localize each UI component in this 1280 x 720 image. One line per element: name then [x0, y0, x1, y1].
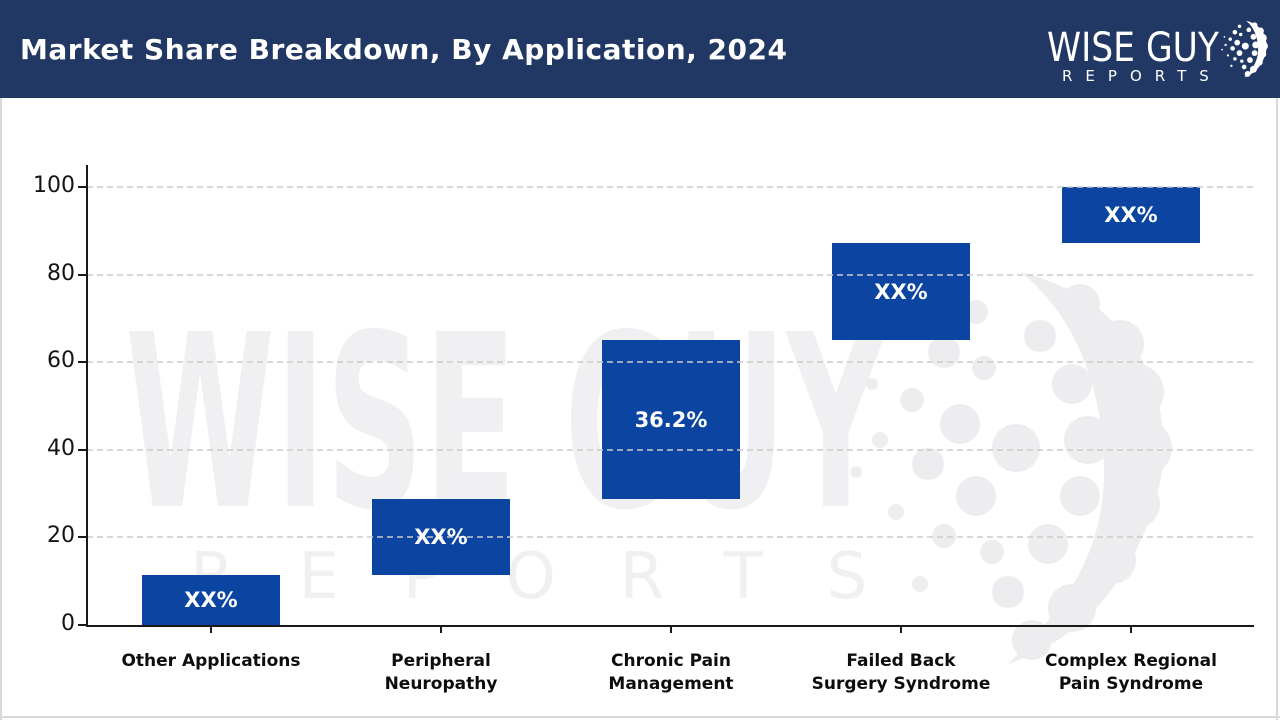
y-tick-label: 40	[47, 435, 75, 461]
y-tick-label: 100	[33, 173, 75, 198]
bar-segment	[602, 340, 740, 499]
y-axis	[86, 165, 88, 627]
x-axis	[86, 625, 1254, 627]
y-tick-label: 60	[47, 348, 75, 374]
x-axis-tick	[440, 625, 442, 633]
header-bar: Market Share Breakdown, By Application, …	[0, 0, 1280, 98]
category-label: Peripheral Neuropathy	[326, 650, 556, 696]
panel-border-right	[1276, 98, 1278, 720]
gridline	[87, 361, 1253, 364]
bar-segment	[1062, 187, 1200, 244]
y-axis-tick	[78, 186, 86, 188]
bar-value-label: XX%	[874, 279, 928, 304]
gridline	[87, 273, 1253, 276]
y-tick-label: 20	[47, 523, 75, 549]
category-label: Other Applications	[96, 650, 326, 673]
panel-border-bottom	[0, 716, 1280, 718]
bar-value-label: XX%	[184, 588, 238, 613]
panel-border-left	[0, 98, 2, 720]
page-title: Market Share Breakdown, By Application, …	[20, 32, 788, 66]
y-tick-label: 80	[47, 260, 75, 286]
brand-logo: WISE GUY REPORTS	[1047, 20, 1268, 85]
category-label: Complex Regional Pain Syndrome	[1016, 650, 1246, 696]
y-axis-tick	[78, 448, 86, 451]
bar-value-label: XX%	[1104, 203, 1158, 228]
category-label-line: Failed Back	[846, 651, 956, 671]
bar-value-label: XX%	[414, 524, 468, 549]
chart-panel: WISE GUY REPORTS 0 20 40 60 80 100 XX% Other Ap…	[0, 98, 1280, 720]
logo-face-icon	[1221, 20, 1268, 78]
gridline	[87, 536, 1253, 539]
gridline	[87, 186, 1253, 188]
logo-subtext: REPORTS	[1062, 67, 1222, 85]
logo-wordmark: WISE GUY	[1047, 25, 1219, 71]
gridline	[87, 448, 1253, 451]
category-label-line: Peripheral	[391, 651, 491, 671]
y-tick-label: 0	[61, 611, 75, 636]
category-label: Failed Back Surgery Syndrome	[786, 650, 1016, 696]
category-label: Chronic Pain Management	[556, 650, 786, 696]
category-label-line: Neuropathy	[384, 674, 498, 694]
category-label-line: Management	[608, 674, 734, 694]
category-label-line: Surgery Syndrome	[811, 674, 991, 694]
y-axis-tick	[78, 536, 86, 539]
bar-segment	[142, 575, 280, 625]
x-axis-tick	[210, 625, 212, 633]
category-label-line: Chronic Pain	[611, 651, 731, 671]
waterfall-chart: 0 20 40 60 80 100 XX% Other Applications XX% Peri…	[0, 98, 1280, 720]
y-axis-tick	[78, 273, 86, 276]
category-label-line: Pain Syndrome	[1058, 674, 1204, 694]
bar-value-label: 36.2%	[634, 407, 708, 432]
x-axis-tick	[670, 625, 672, 633]
y-axis-tick	[78, 361, 86, 364]
category-label-line: Other Applications	[121, 651, 301, 671]
y-axis-tick	[78, 624, 86, 626]
category-label-line: Complex Regional	[1045, 651, 1217, 671]
